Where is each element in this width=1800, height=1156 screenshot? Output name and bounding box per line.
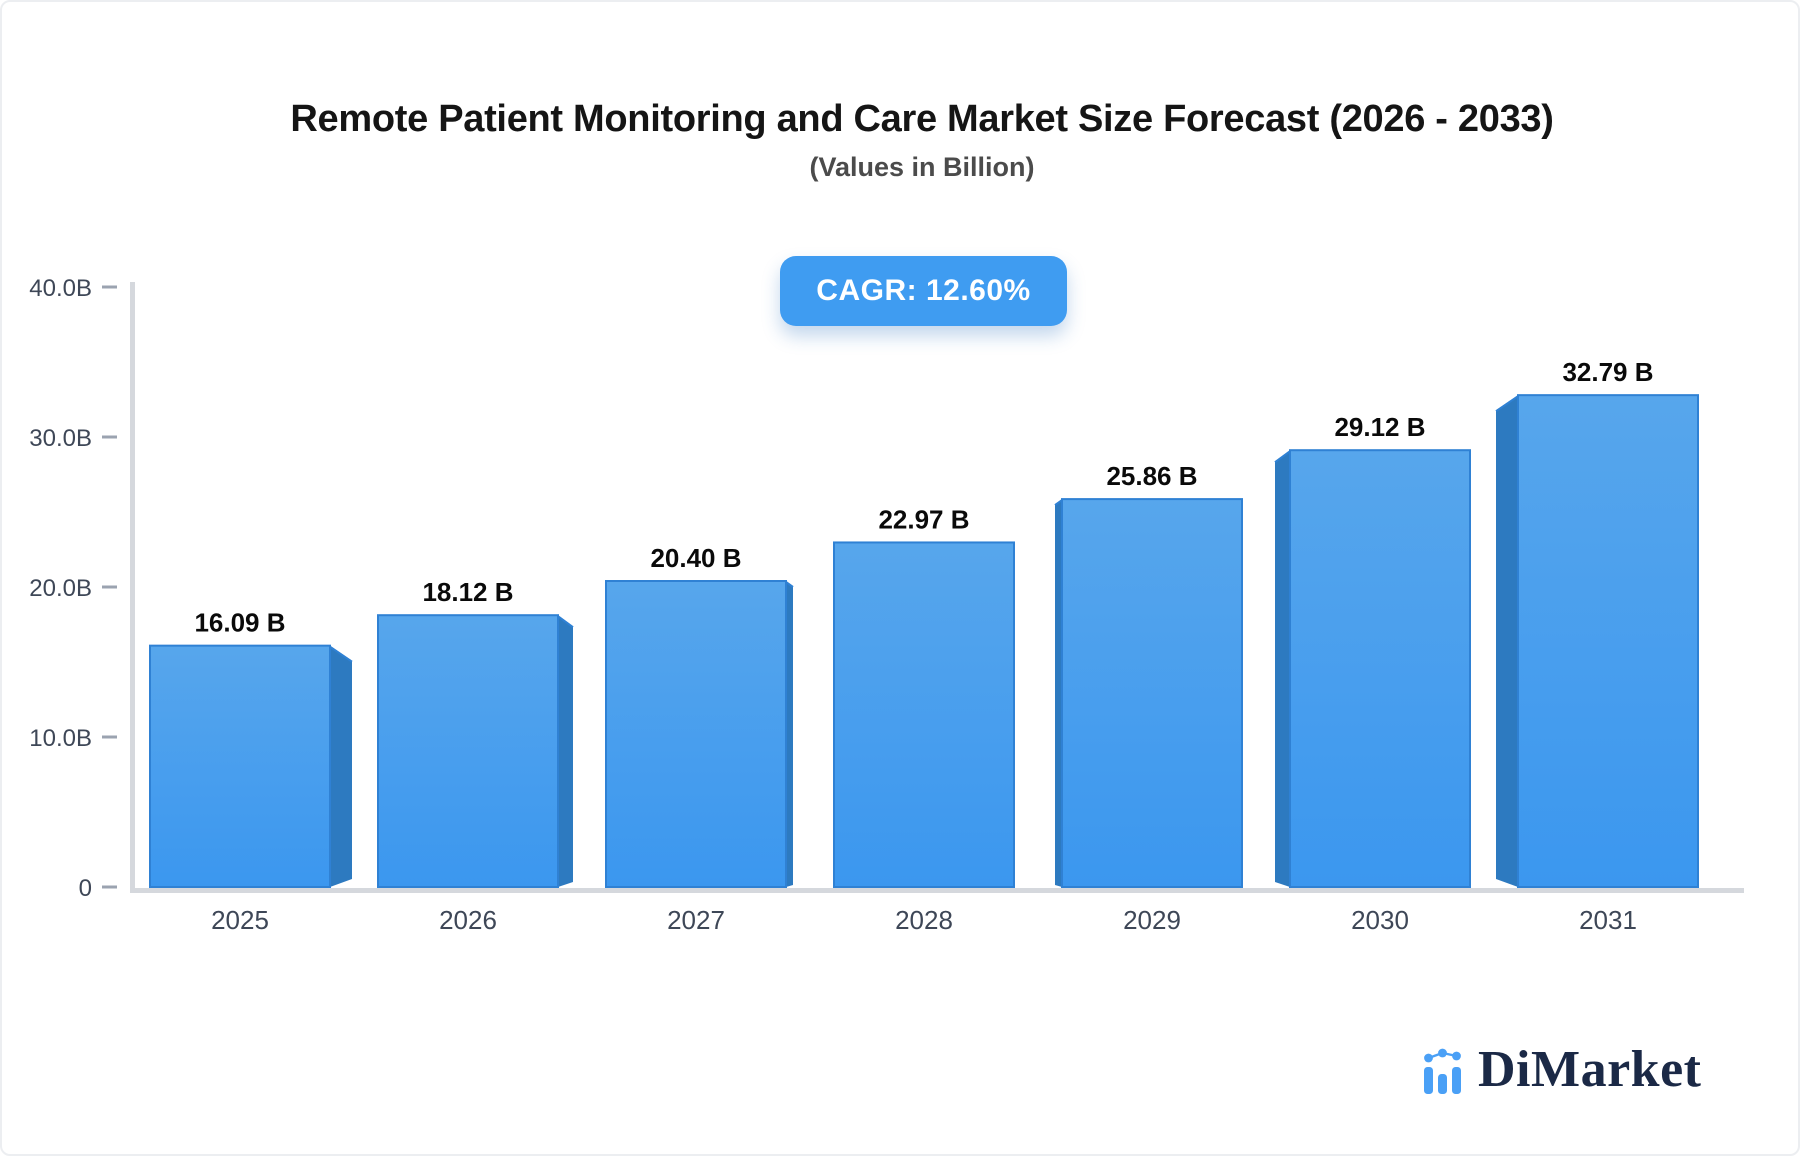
- bar-value-label: 18.12 B: [422, 577, 513, 607]
- bar-side-top-edge: [1274, 450, 1291, 464]
- bar-side-top-edge: [1054, 499, 1063, 506]
- x-axis-label: 2026: [439, 905, 497, 935]
- chart-title: Remote Patient Monitoring and Care Marke…: [290, 98, 1554, 140]
- bar-value-label: 16.09 B: [194, 608, 285, 638]
- bar-side-top-edge: [785, 581, 794, 588]
- bar-2029: [1061, 498, 1243, 888]
- bar-2025: [149, 644, 331, 889]
- y-axis-line: [130, 282, 135, 889]
- y-axis-tick: [102, 735, 117, 739]
- mini-bar-chart-icon: [1424, 1048, 1461, 1094]
- y-axis-tick: [102, 585, 117, 589]
- x-axis-label: 2029: [1123, 905, 1181, 935]
- bar-side-face: [786, 581, 793, 887]
- chart-subtitle: (Values in Billion): [809, 152, 1035, 182]
- cagr-badge: CAGR: 12.60%: [780, 256, 1067, 326]
- bar-2027: [605, 580, 787, 888]
- bar-value-label: 22.97 B: [878, 504, 969, 534]
- y-axis-tick-label: 20.0B: [29, 575, 92, 602]
- y-axis-tick-label: 10.0B: [29, 725, 92, 752]
- bar-2031: [1517, 394, 1699, 888]
- y-axis-tick: [102, 435, 117, 439]
- y-axis-tick: [102, 885, 117, 889]
- cagr-badge-label: CAGR: 12.60%: [816, 274, 1031, 307]
- y-axis-tick-label: 0: [79, 875, 92, 902]
- x-axis-label: 2025: [211, 905, 269, 935]
- bar-side-face: [1055, 499, 1062, 887]
- bar-side-face: [558, 615, 573, 887]
- y-axis-tick-label: 40.0B: [29, 275, 92, 302]
- x-axis-label: 2028: [895, 905, 953, 935]
- y-axis-tick-label: 30.0B: [29, 425, 92, 452]
- x-axis-label: 2030: [1351, 905, 1409, 935]
- logo-text: DiMarket: [1478, 1041, 1702, 1098]
- bar-value-label: 20.40 B: [650, 543, 741, 573]
- bar-side-face: [1496, 395, 1518, 887]
- logo: DiMarket: [1424, 1041, 1702, 1098]
- bar-value-label: 25.86 B: [1106, 461, 1197, 491]
- x-axis-label: 2031: [1579, 905, 1637, 935]
- bar-value-label: 29.12 B: [1334, 412, 1425, 442]
- bar-side-top-edge: [557, 615, 574, 629]
- x-axis-label: 2027: [667, 905, 725, 935]
- bar-2030: [1289, 449, 1471, 888]
- bar-2028: [833, 541, 1015, 888]
- bar-side-top-edge: [329, 645, 353, 663]
- bar-value-label: 32.79 B: [1562, 357, 1653, 387]
- x-axis-line: [130, 888, 1744, 893]
- bar-side-top-edge: [1495, 395, 1519, 412]
- bar-side-face: [330, 645, 352, 887]
- bar-2026: [377, 614, 559, 888]
- y-axis-tick: [102, 285, 117, 289]
- bar-side-face: [1275, 450, 1290, 887]
